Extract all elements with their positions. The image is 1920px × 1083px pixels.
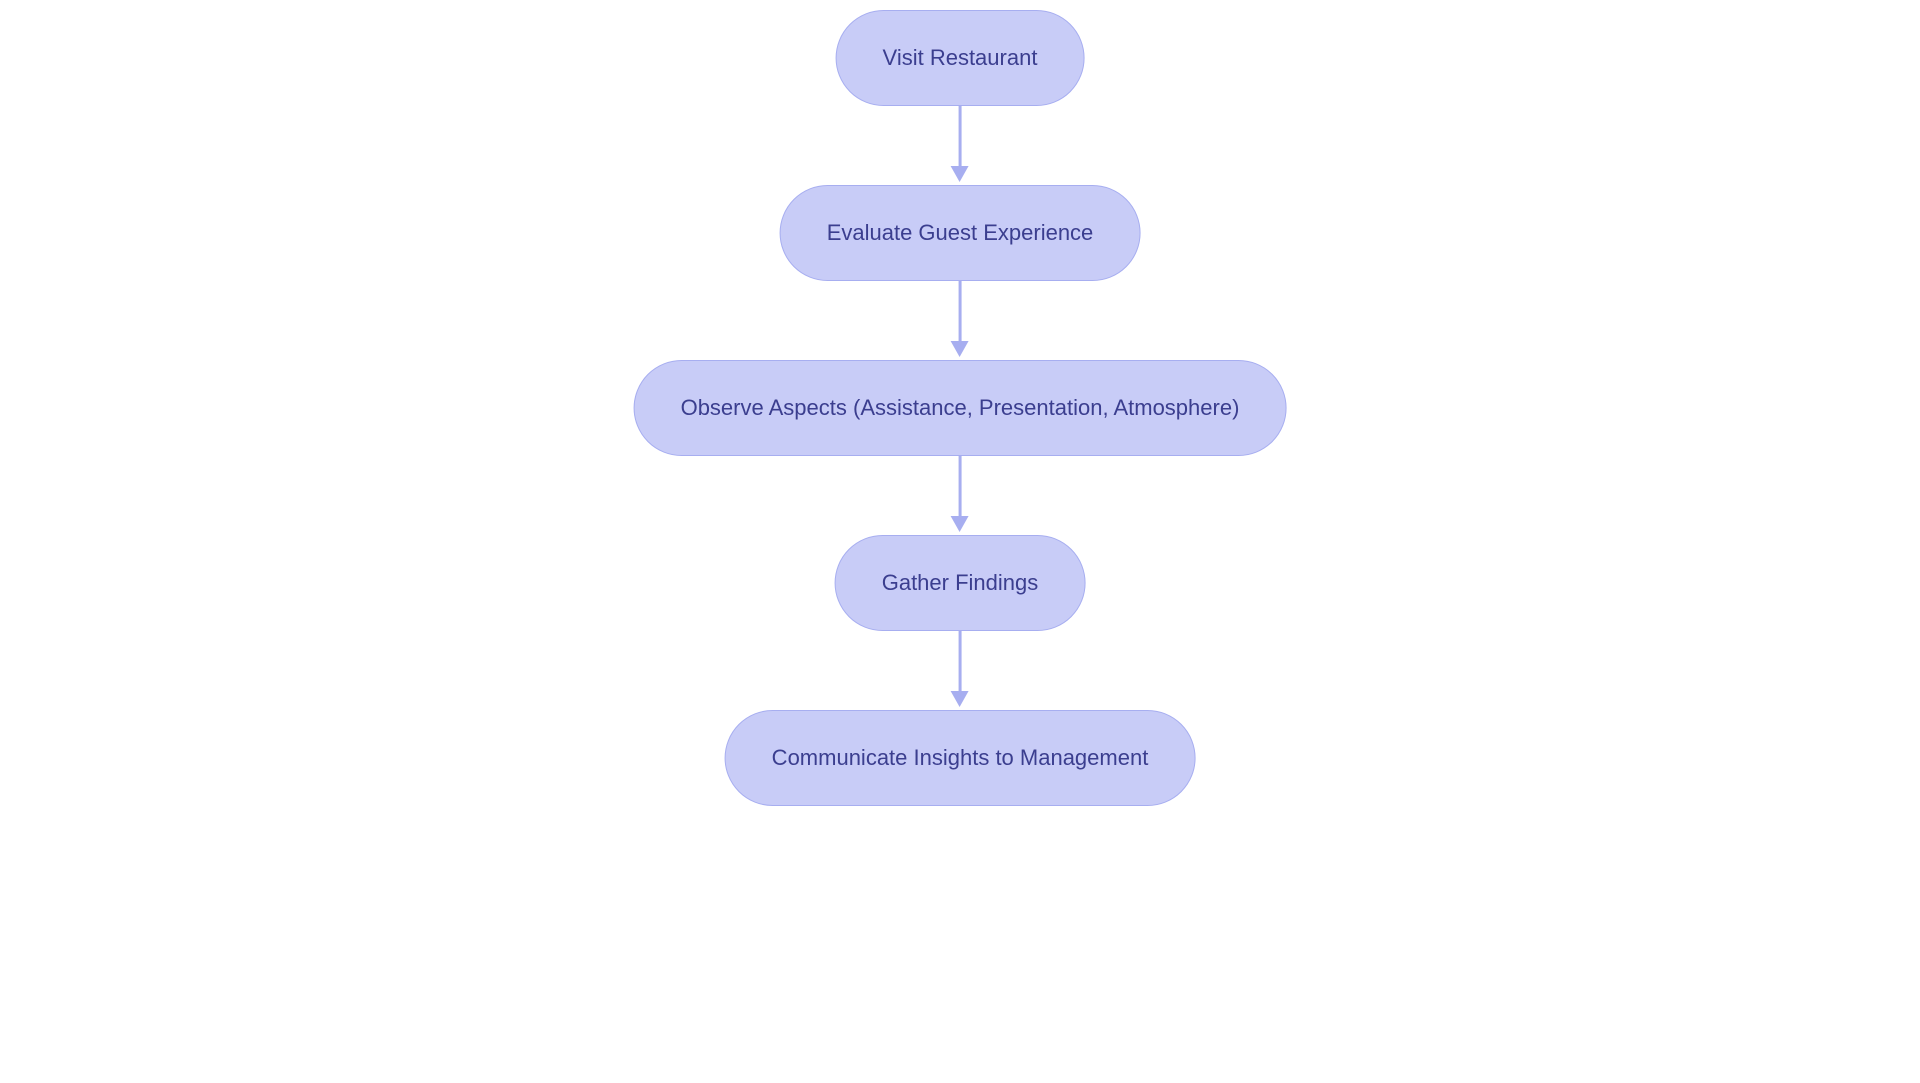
flowchart-node-5: Communicate Insights to Management <box>725 710 1196 806</box>
arrow-head-icon <box>951 691 969 707</box>
arrow-line <box>958 456 961 516</box>
arrow-line <box>958 631 961 691</box>
arrow-line <box>958 281 961 341</box>
node-label: Observe Aspects (Assistance, Presentatio… <box>681 395 1240 421</box>
flowchart-arrow-1 <box>951 106 969 185</box>
flowchart-node-1: Visit Restaurant <box>836 10 1085 106</box>
node-label: Evaluate Guest Experience <box>827 220 1094 246</box>
node-label: Communicate Insights to Management <box>772 745 1149 771</box>
arrow-head-icon <box>951 166 969 182</box>
arrow-head-icon <box>951 341 969 357</box>
node-label: Visit Restaurant <box>883 45 1038 71</box>
flowchart-node-2: Evaluate Guest Experience <box>780 185 1141 281</box>
node-label: Gather Findings <box>882 570 1039 596</box>
arrow-head-icon <box>951 516 969 532</box>
flowchart-node-3: Observe Aspects (Assistance, Presentatio… <box>634 360 1287 456</box>
flowchart-arrow-3 <box>951 456 969 535</box>
flowchart-arrow-2 <box>951 281 969 360</box>
arrow-line <box>958 106 961 166</box>
flowchart-arrow-4 <box>951 631 969 710</box>
flowchart-node-4: Gather Findings <box>835 535 1086 631</box>
flowchart-container: Visit Restaurant Evaluate Guest Experien… <box>634 10 1287 806</box>
